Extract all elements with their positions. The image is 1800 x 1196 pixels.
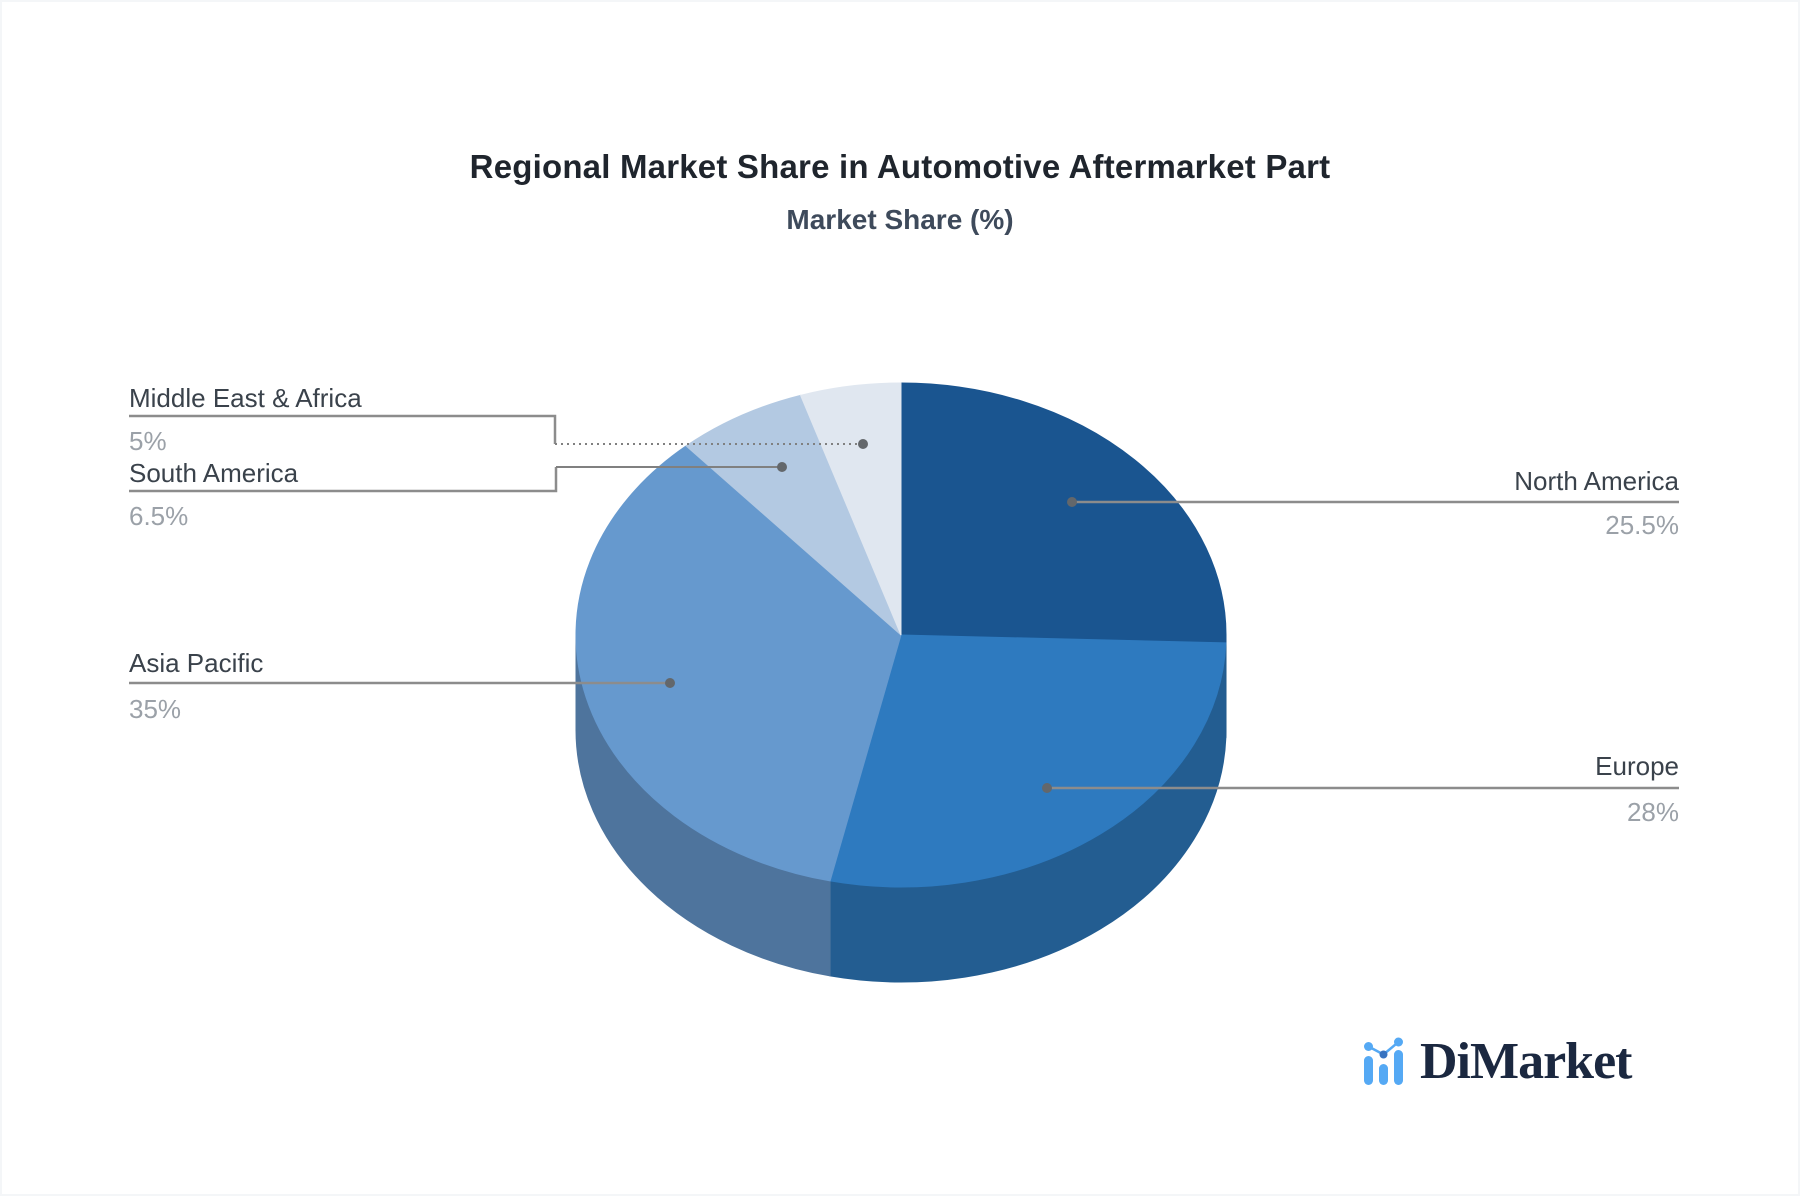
leader-underline-middle-east-and-africa — [129, 414, 557, 444]
callout-value-north-america: 25.5% — [1605, 510, 1679, 540]
callout-value-south-america: 6.5% — [129, 501, 189, 531]
leader-dot-north-america — [1067, 497, 1077, 507]
callout-label-north-america: North America — [1514, 466, 1679, 496]
callout-label-asia-pacific: Asia Pacific — [129, 648, 264, 678]
brand-logo: DiMarket — [1360, 1033, 1632, 1090]
chart-title: Regional Market Share in Automotive Afte… — [469, 148, 1331, 185]
callout-label-europe: Europe — [1595, 751, 1679, 781]
callout-value-europe: 28% — [1626, 797, 1679, 827]
callout-label-south-america: South America — [129, 458, 299, 488]
leader-dot-middle-east-and-africa — [858, 439, 868, 449]
callout-label-middle-east-africa: Middle East & Africa — [129, 383, 362, 413]
chart-subtitle: Market Share (%) — [786, 204, 1014, 235]
callout-value-middle-east-africa: 5% — [129, 426, 167, 456]
bar-line-chart-logo-icon — [1364, 1037, 1403, 1085]
pie-slice-north-america[interactable] — [900, 382, 1227, 644]
leader-underline-south-america — [129, 467, 558, 493]
callout-value-asia-pacific: 35% — [129, 694, 182, 724]
pie-slice-middle-east-and-africa[interactable] — [799, 382, 902, 636]
pie-slice-europe[interactable] — [829, 634, 1227, 888]
brand-name: DiMarket — [1420, 1033, 1632, 1090]
leader-dot-europe — [1042, 783, 1052, 793]
leader-dot-south-america — [777, 462, 787, 472]
leader-dot-asia-pacific — [665, 678, 675, 688]
pie-slice-asia-pacific[interactable] — [575, 445, 902, 882]
